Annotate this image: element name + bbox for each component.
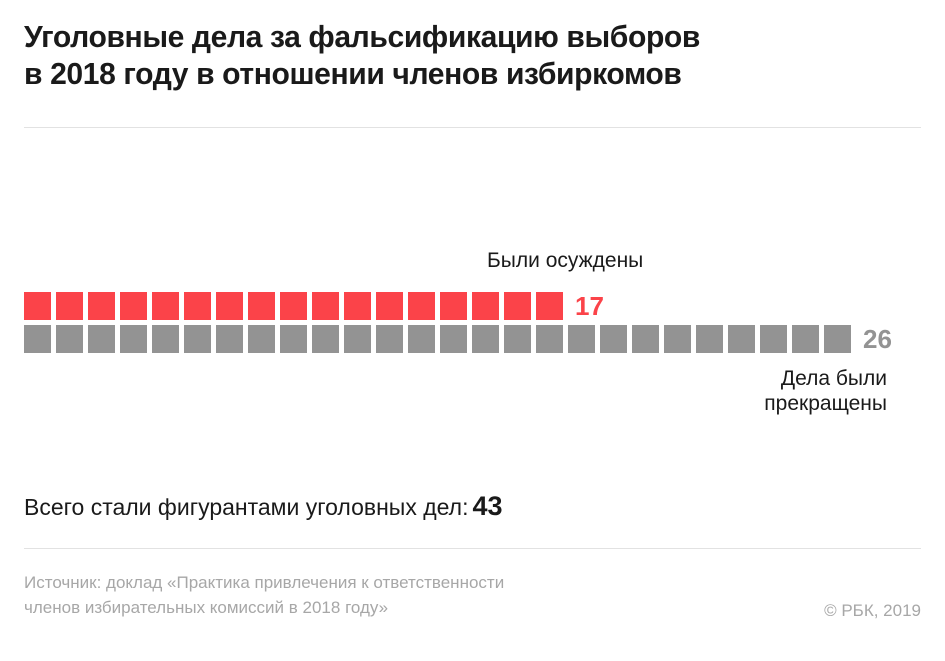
unit-square (120, 292, 147, 320)
copyright: © РБК, 2019 (824, 601, 921, 620)
page-title-line-2: в 2018 году в отношении членов избиркомо… (24, 56, 682, 91)
source-note: Источник: доклад «Практика привлечения к… (24, 570, 724, 620)
series-row-dismissed: 26 (24, 325, 892, 353)
unit-square (760, 325, 787, 353)
unit-square (504, 292, 531, 320)
unit-square (120, 325, 147, 353)
source-note-line-2: членов избирательных комиссий в 2018 год… (24, 598, 389, 617)
unit-square (376, 325, 403, 353)
unit-square (664, 325, 691, 353)
unit-square (408, 325, 435, 353)
unit-square (824, 325, 851, 353)
unit-square (248, 292, 275, 320)
unit-square (344, 292, 371, 320)
unit-square (792, 325, 819, 353)
series-value-convicted: 17 (575, 291, 604, 321)
unit-square (24, 292, 51, 320)
series-value-dismissed: 26 (863, 324, 892, 354)
series-label-dismissed-line-2: прекращены (764, 392, 887, 415)
unit-square (280, 292, 307, 320)
unit-square (152, 325, 179, 353)
unit-square (216, 325, 243, 353)
unit-square (56, 325, 83, 353)
unit-square (600, 325, 627, 353)
unit-square (504, 325, 531, 353)
unit-square (312, 325, 339, 353)
unit-square (248, 325, 275, 353)
unit-square (536, 325, 563, 353)
divider-top (24, 127, 921, 128)
series-label-convicted: Были осуждены (487, 249, 644, 272)
unit-square (728, 325, 755, 353)
total-summary: Всего стали фигурантами уголовных дел: 43 (24, 492, 503, 521)
unit-square (632, 325, 659, 353)
unit-square (312, 292, 339, 320)
unit-square (568, 325, 595, 353)
unit-square (472, 292, 499, 320)
unit-square (280, 325, 307, 353)
source-note-line-1: Источник: доклад «Практика привлечения к… (24, 573, 505, 592)
series-label-dismissed-line-1: Дела были (780, 367, 887, 390)
unit-square (152, 292, 179, 320)
unit-square (216, 292, 243, 320)
unit-square (184, 325, 211, 353)
unit-square (88, 325, 115, 353)
unit-square (536, 292, 563, 320)
total-label: Всего стали фигурантами уголовных дел: (24, 494, 469, 520)
unit-square (696, 325, 723, 353)
unit-square (440, 325, 467, 353)
unit-square (88, 292, 115, 320)
total-value: 43 (472, 491, 503, 521)
unit-square (24, 325, 51, 353)
unit-square (184, 292, 211, 320)
unit-square (344, 325, 371, 353)
unit-square (472, 325, 499, 353)
page-title: Уголовные дела за фальсификацию выборов … (24, 18, 924, 92)
unit-square (56, 292, 83, 320)
unit-square (376, 292, 403, 320)
divider-bottom (24, 548, 921, 549)
unit-square (440, 292, 467, 320)
series-row-convicted: 17 (24, 292, 604, 320)
series-label-dismissed: Дела были прекращены (667, 366, 887, 416)
page-title-line-1: Уголовные дела за фальсификацию выборов (24, 19, 701, 54)
unit-square (408, 292, 435, 320)
